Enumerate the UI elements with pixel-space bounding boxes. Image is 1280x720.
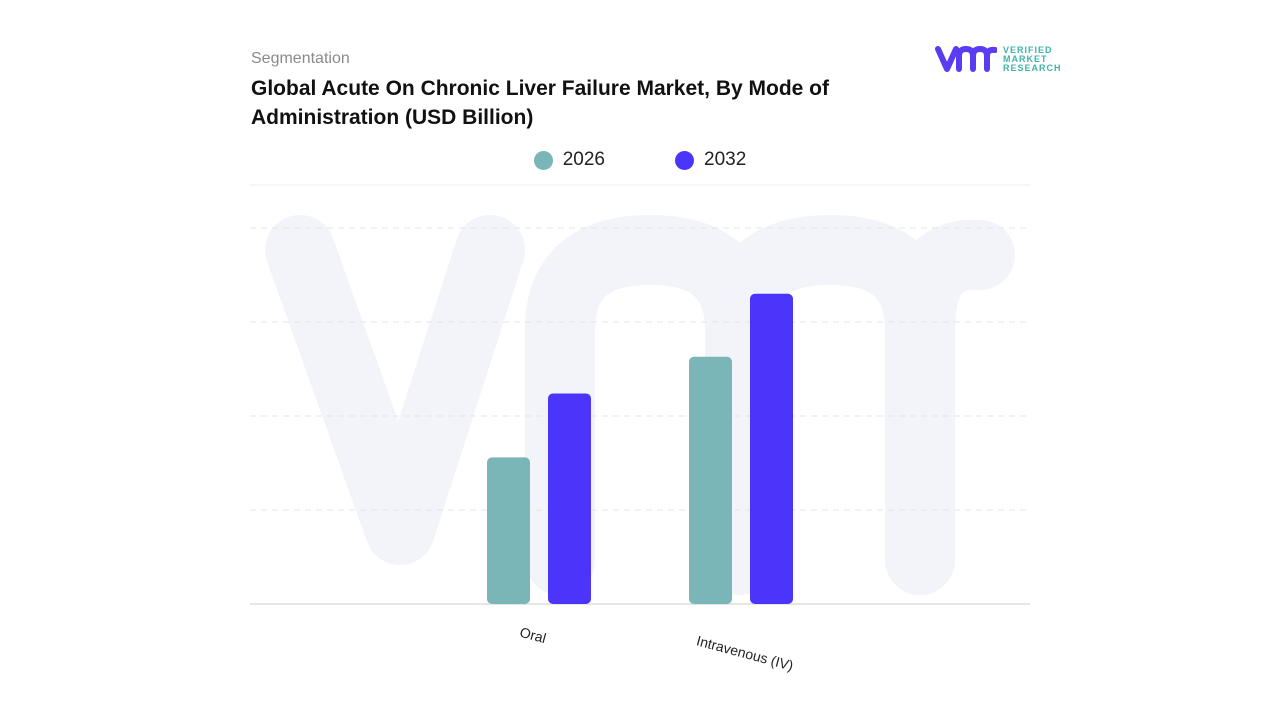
bar-oral-2026[interactable] [487,457,530,604]
logo-line: MARKET [1003,53,1048,64]
x-tick-label-intravenous: Intravenous (IV) [695,632,795,673]
legend-swatch-2026 [533,150,553,170]
vmr-logo: VERIFIED MARKET RESEARCH [935,44,1062,74]
legend-swatch-2032 [675,150,694,170]
legend-label: 2026 [562,149,605,170]
x-tick-label-oral: Oral [518,624,548,646]
legend-item-2032[interactable]: 2032 [675,149,746,171]
section-label: Segmentation [251,50,350,67]
bar-intravenous-iv-2026[interactable] [689,356,732,604]
bar-intravenous-iv-2032[interactable] [750,293,793,604]
logo-line: RESEARCH [1003,62,1062,73]
watermark-logo-icon [265,215,1015,595]
logo-line: VERIFIED [1003,44,1053,55]
chart-title: Global Acute On Chronic Liver Failure Ma… [251,77,829,129]
bar-oral-2032[interactable] [548,393,591,604]
legend-item-2026[interactable]: 2026 [533,149,605,171]
legend: 2026 2032 [0,149,1280,171]
vmr-logo-mark-icon [935,46,997,72]
legend-label: 2032 [704,149,747,170]
